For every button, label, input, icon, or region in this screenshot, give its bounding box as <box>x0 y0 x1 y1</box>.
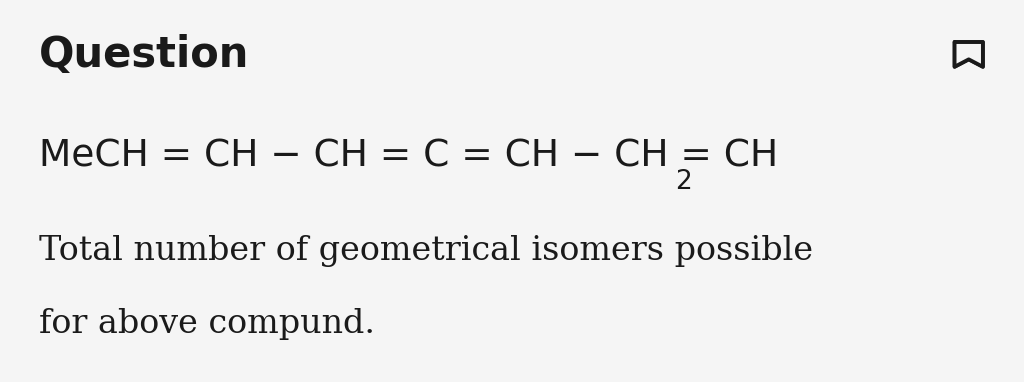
Text: 2: 2 <box>675 169 691 195</box>
Text: MeCH = CH − CH = C = CH − CH = CH: MeCH = CH − CH = C = CH − CH = CH <box>39 138 777 174</box>
Text: for above compund.: for above compund. <box>39 308 375 340</box>
Polygon shape <box>954 42 983 67</box>
Text: Total number of geometrical isomers possible: Total number of geometrical isomers poss… <box>39 235 813 267</box>
Text: Question: Question <box>39 34 249 76</box>
